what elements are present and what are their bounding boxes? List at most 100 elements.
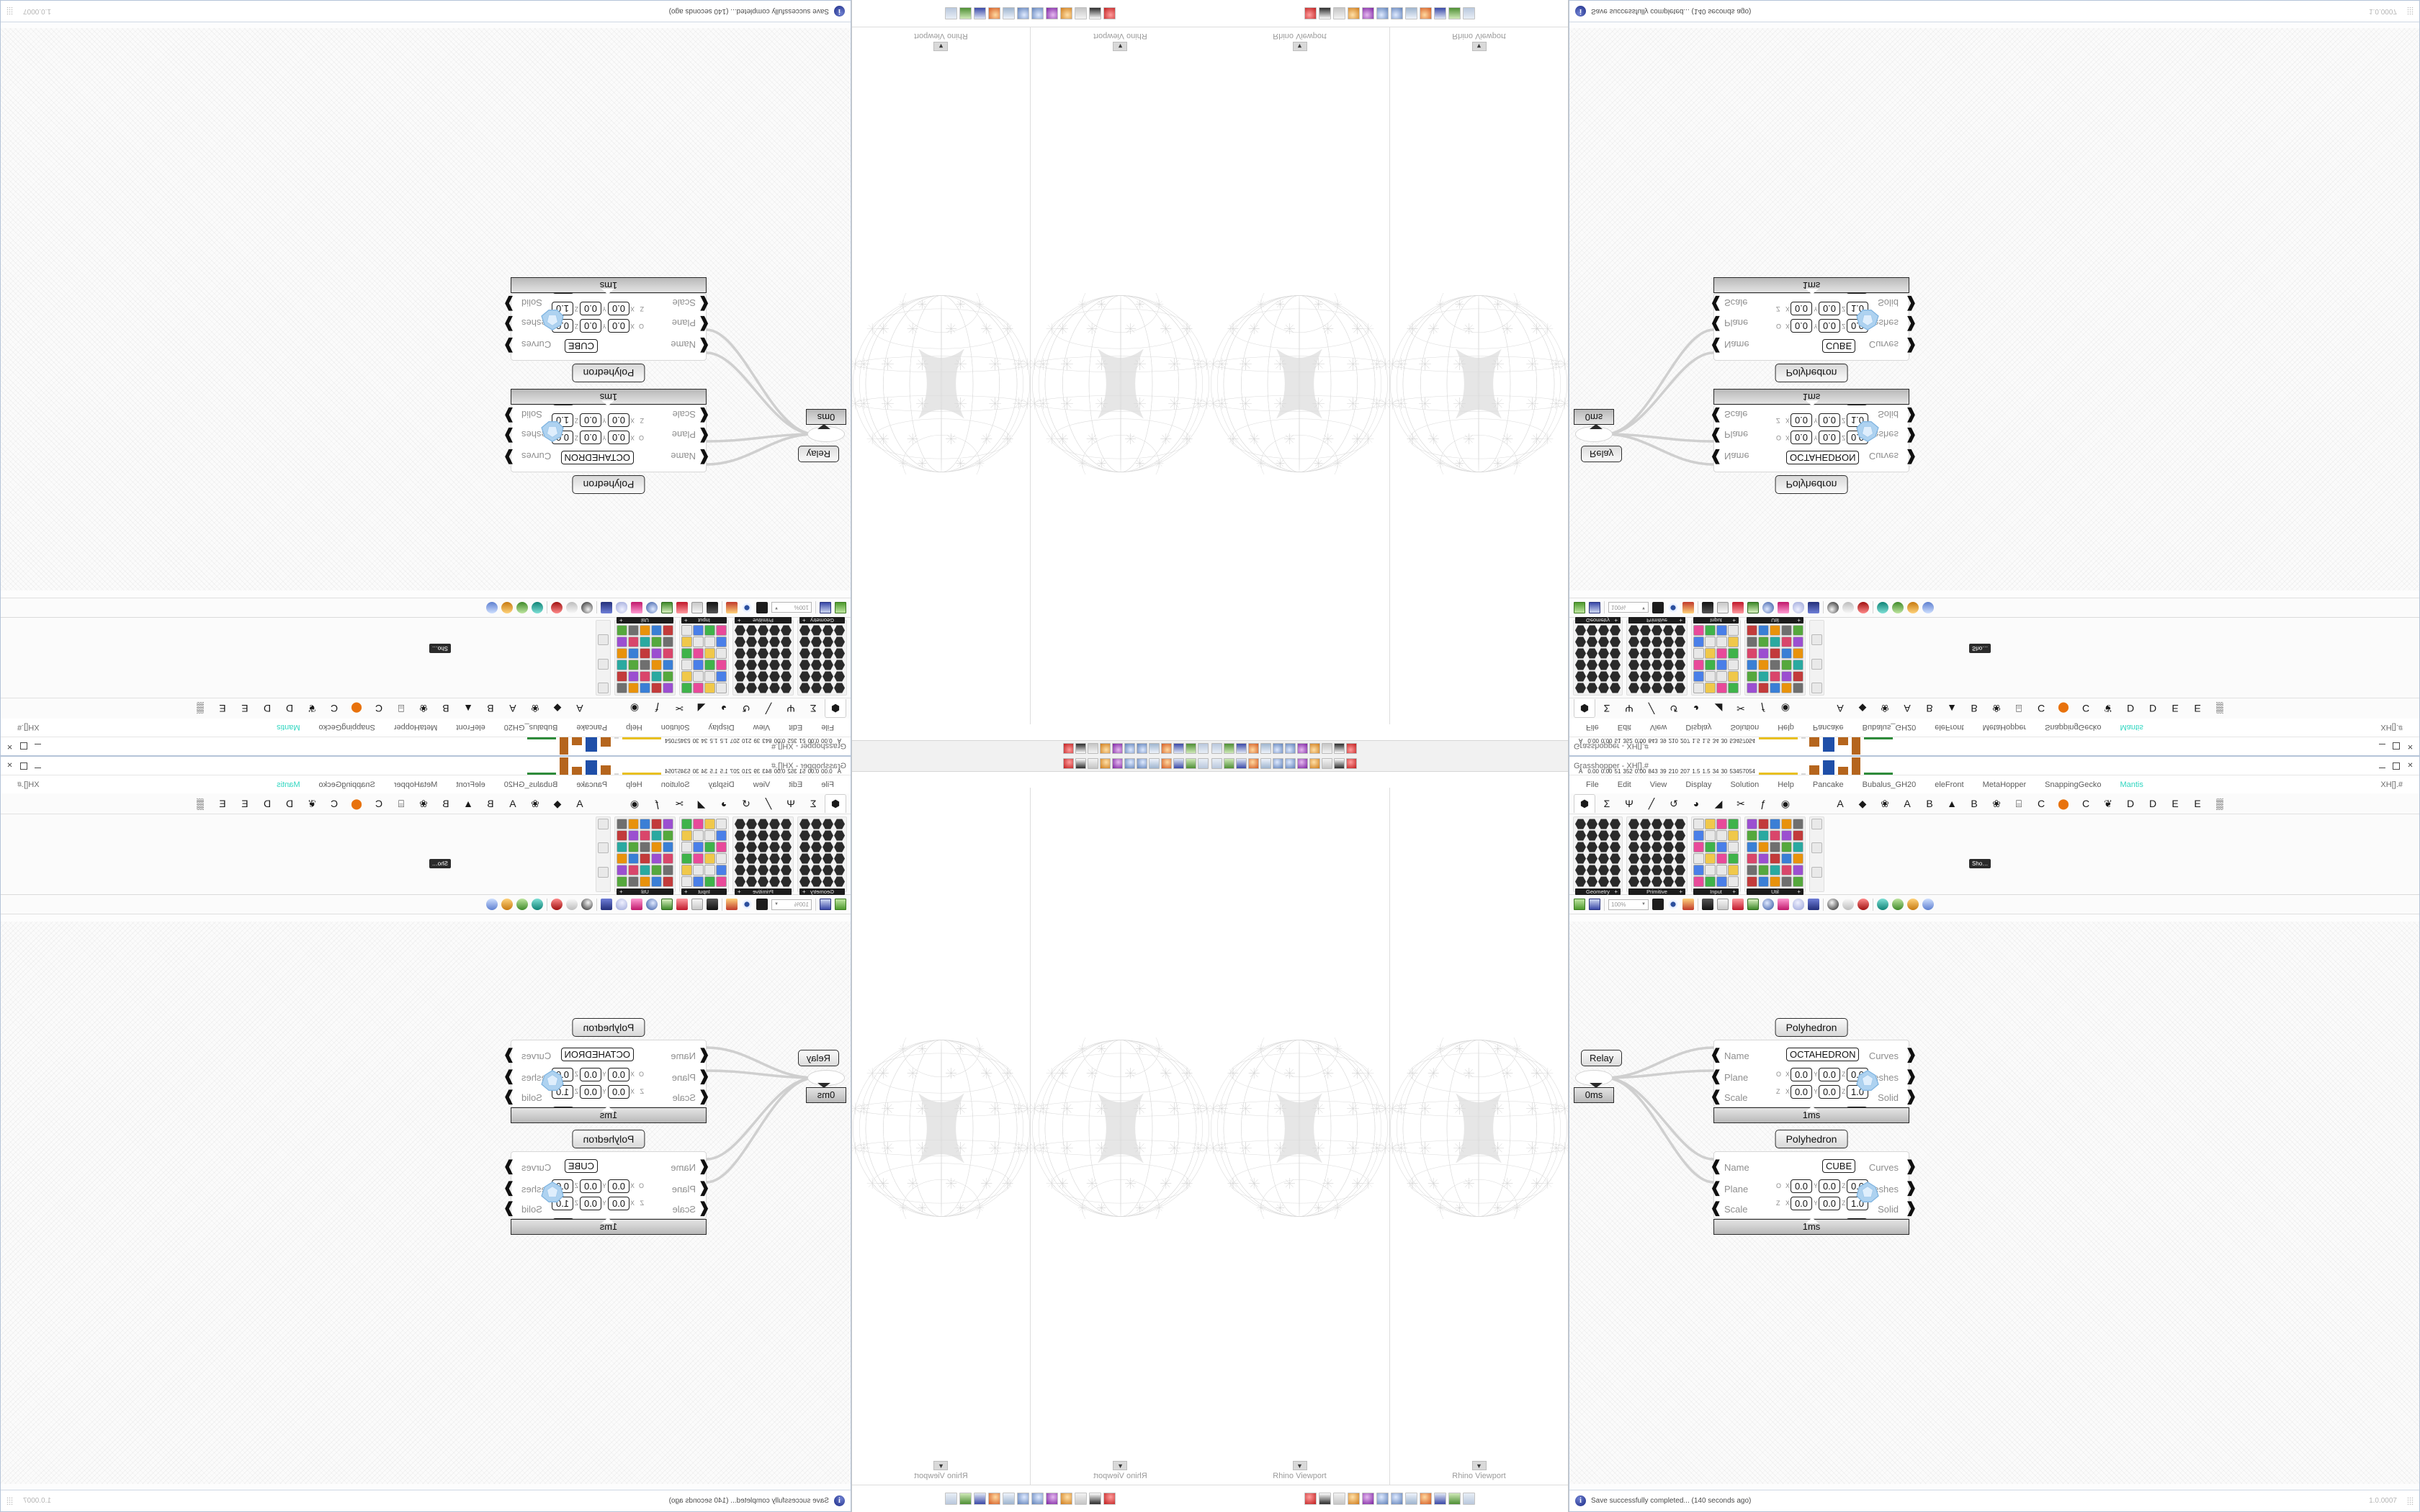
palette-component-icon[interactable]: [1663, 648, 1674, 659]
rhino-tool-icon-4[interactable]: [1248, 743, 1259, 754]
palette-icon-grid[interactable]: [681, 819, 727, 887]
display-blue-icon[interactable]: [486, 899, 498, 910]
palette-component-icon[interactable]: [1705, 636, 1716, 647]
palette-component-icon[interactable]: [1793, 683, 1803, 693]
palette-component-icon[interactable]: [1728, 876, 1739, 887]
palette-component-icon[interactable]: [1575, 648, 1586, 659]
palette-component-icon[interactable]: [758, 636, 768, 647]
display-blue-icon[interactable]: [486, 602, 498, 613]
input-grip-scale[interactable]: ❰: [1710, 296, 1722, 312]
zaxis-x-field[interactable]: 0.0: [608, 1197, 629, 1210]
palette-component-icon[interactable]: [651, 660, 662, 670]
palette-component-icon[interactable]: [640, 648, 650, 659]
palette-component-icon[interactable]: [704, 625, 715, 636]
palette-component-icon[interactable]: [1728, 819, 1739, 829]
palette-component-icon[interactable]: [1598, 819, 1609, 829]
expand-plus-icon[interactable]: +: [1797, 617, 1801, 624]
palette-component-icon[interactable]: [617, 865, 627, 876]
menu-item-mantis[interactable]: Mantis: [2120, 723, 2143, 732]
palette-component-icon[interactable]: [1747, 636, 1757, 647]
menu-item-help[interactable]: Help: [1778, 723, 1794, 732]
palette-component-icon[interactable]: [1598, 660, 1609, 670]
palette-icon-grid[interactable]: [617, 819, 673, 887]
input-grip-scale[interactable]: ❰: [1710, 1200, 1722, 1216]
palette-component-icon[interactable]: [799, 636, 810, 647]
output-grip-meshes[interactable]: ❱: [503, 1180, 515, 1196]
expand-plus-icon[interactable]: +: [802, 888, 806, 895]
palette-component-icon[interactable]: [811, 625, 822, 636]
palette-component-icon[interactable]: [1587, 671, 1597, 682]
relay-caption[interactable]: Relay: [797, 446, 839, 462]
palette-component-icon[interactable]: [1770, 636, 1780, 647]
input-grip-scale[interactable]: ❰: [1710, 1089, 1722, 1104]
palette-component-icon[interactable]: [693, 876, 704, 887]
palette-component-icon[interactable]: [704, 842, 715, 852]
component-palette[interactable]: Geometry + Primitive + Input + Util + Sho…: [1569, 814, 2419, 895]
ribbon-tab-4[interactable]: ↺: [742, 703, 750, 715]
palette-group-primitive[interactable]: Primitive +: [732, 617, 794, 696]
palette-component-icon[interactable]: [1675, 671, 1685, 682]
viewport-dropdown-right[interactable]: ▼: [933, 1461, 949, 1470]
palette-component-icon[interactable]: [1781, 819, 1792, 829]
window-controls[interactable]: ✕: [2378, 761, 2415, 770]
point-preview-icon[interactable]: [1827, 602, 1839, 613]
menu-item-metahopper[interactable]: MetaHopper: [1982, 780, 2027, 789]
palette-component-icon[interactable]: [811, 830, 822, 841]
plugin-tab-1[interactable]: ◆: [1858, 703, 1867, 715]
expand-plus-icon[interactable]: +: [738, 617, 741, 624]
palette-component-icon[interactable]: [834, 683, 845, 693]
palette-component-icon[interactable]: [1811, 683, 1822, 693]
palette-component-icon[interactable]: [1770, 830, 1780, 841]
palette-component-icon[interactable]: [823, 865, 833, 876]
palette-component-icon[interactable]: [1705, 819, 1716, 829]
ribbon-tab-4[interactable]: ↺: [742, 797, 750, 809]
rhino-tool-icon-4[interactable]: [1161, 758, 1172, 769]
palette-component-icon[interactable]: [1675, 865, 1685, 876]
display-orange-icon[interactable]: [501, 602, 513, 613]
palette-component-icon[interactable]: [617, 853, 627, 864]
plugin-tab-6[interactable]: B: [442, 703, 449, 714]
palette-component-icon[interactable]: [1781, 865, 1792, 876]
help-icon[interactable]: [631, 899, 642, 910]
palette-component-icon[interactable]: [1575, 853, 1586, 864]
plugin-tab-10[interactable]: ⬤: [2058, 797, 2069, 809]
expand-plus-icon[interactable]: +: [1732, 888, 1736, 895]
palette-component-icon[interactable]: [1628, 865, 1639, 876]
palette-component-icon[interactable]: [1610, 842, 1621, 852]
palette-component-icon[interactable]: [1758, 625, 1769, 636]
fit-view-icon[interactable]: [756, 602, 768, 613]
palette-component-icon[interactable]: [1811, 866, 1822, 878]
palette-component-icon[interactable]: [1747, 819, 1757, 829]
expand-plus-icon[interactable]: +: [1614, 888, 1618, 895]
palette-component-icon[interactable]: [834, 625, 845, 636]
palette-icon-grid[interactable]: [1575, 819, 1621, 887]
plugin-tab-16[interactable]: E: [219, 798, 226, 809]
taskbar-icon-monitor[interactable]: [945, 1493, 958, 1505]
palette-component-icon[interactable]: [811, 660, 822, 670]
palette-component-icon[interactable]: [1758, 876, 1769, 887]
plugin-tab-2[interactable]: ❀: [531, 703, 539, 715]
taskbar-icon-app1[interactable]: [1347, 7, 1360, 19]
palette-component-icon[interactable]: [1770, 819, 1780, 829]
palette-group-input[interactable]: Input +: [679, 816, 729, 895]
gh-canvas[interactable]: Relay 0ms Polyhedron ❰ ❰ ❰ ❱ ❱ ❱ Name Pl…: [1, 922, 851, 1484]
palette-component-icon[interactable]: [834, 865, 845, 876]
component-body[interactable]: ❰ ❰ ❰ ❱ ❱ ❱ Name Plane Scale Curves Mesh…: [503, 1040, 710, 1120]
help-icon[interactable]: [1778, 899, 1789, 910]
ribbon-tab-9[interactable]: ◉: [629, 703, 640, 715]
palette-component-icon[interactable]: [598, 819, 609, 829]
menu-item-display[interactable]: Display: [708, 780, 735, 789]
name-value-field[interactable]: CUBE: [1822, 339, 1856, 353]
palette-component-icon[interactable]: [1610, 671, 1621, 682]
input-grip-name[interactable]: ❰: [698, 449, 710, 465]
palette-component-icon[interactable]: [1747, 853, 1757, 864]
palette-component-icon[interactable]: [651, 625, 662, 636]
palette-component-icon[interactable]: [1628, 842, 1639, 852]
plugin-tab-17[interactable]: ▒: [197, 703, 204, 714]
input-grip-plane[interactable]: ❰: [1710, 428, 1722, 444]
palette-component-icon[interactable]: [1675, 660, 1685, 670]
palette-component-icon[interactable]: [1758, 830, 1769, 841]
palette-component-icon[interactable]: [1610, 830, 1621, 841]
palette-group-label-geometry[interactable]: Geometry +: [1575, 617, 1621, 624]
ribbon-tab-1[interactable]: Σ: [810, 798, 817, 809]
